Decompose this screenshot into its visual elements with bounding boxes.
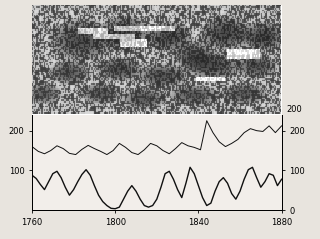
Text: 200: 200 [287, 105, 302, 114]
